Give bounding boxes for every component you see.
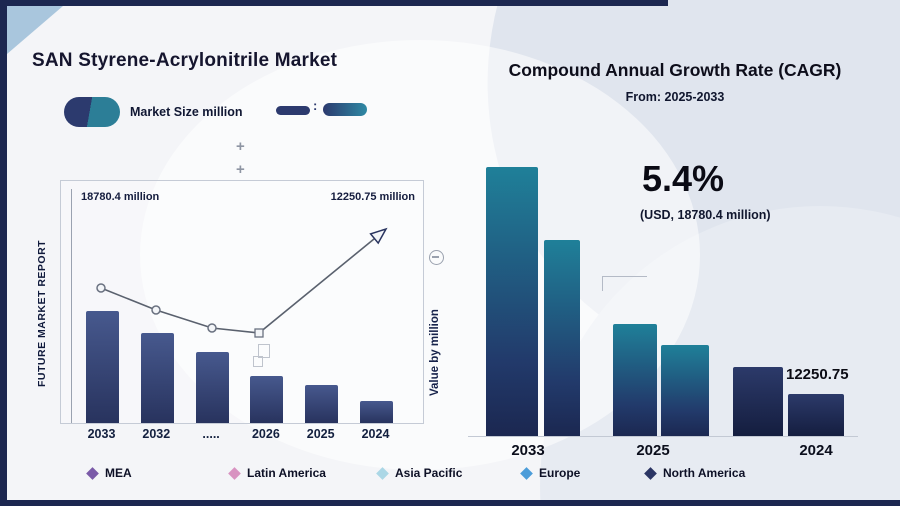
legend-item: MEA (86, 466, 132, 480)
frame-border-top (0, 0, 668, 6)
teal-pill-icon (323, 103, 367, 116)
frame-border-left (0, 0, 7, 506)
cagr-bar (733, 367, 783, 437)
circle-minus-icon (429, 250, 444, 265)
pill-separator: : (313, 98, 318, 113)
cagr-detail: (USD, 18780.4 million) (640, 208, 771, 222)
square-icon (253, 356, 263, 367)
legend-diamond-icon (228, 466, 241, 480)
value-annotation-12250: 12250.75 (786, 366, 849, 383)
x-axis-label: 2032 (142, 427, 171, 441)
x-axis-label: 2033 (87, 427, 116, 441)
right-chart-xlabels: 2033 2025 2024 (468, 160, 878, 459)
x-axis-label: 2024 (361, 427, 390, 441)
plus-icon: + (236, 138, 245, 155)
market-size-bar (250, 376, 284, 423)
cagr-bar (661, 345, 709, 437)
legend-label: Europe (539, 466, 581, 480)
plus-icon: + (236, 161, 245, 178)
legend-diamond-icon (376, 466, 389, 480)
legend-label: North America (663, 466, 746, 480)
cagr-bar (613, 324, 657, 437)
cagr-title: Compound Annual Growth Rate (CAGR) (508, 60, 842, 80)
legend-label: MEA (105, 466, 132, 480)
x-axis-label: 2024 (799, 442, 833, 459)
corner-triangle-decoration (7, 6, 63, 54)
bracket-decoration (602, 276, 647, 291)
x-axis-label: 2026 (251, 427, 280, 441)
side-label-future-market-report: FUTURE MARKET REPORT (36, 239, 48, 387)
square-icon (258, 344, 270, 358)
frame-border-bottom (0, 500, 900, 506)
right-chart-bars (468, 160, 878, 437)
left-chart-xlabels: 2033 2032..... 2026 2025 2024 (60, 427, 422, 445)
cagr-chart: 12250.75 2033 2025 2024 (468, 160, 878, 459)
cagr-bar (486, 167, 538, 437)
legend-diamond-icon (520, 466, 533, 480)
legend-diamond-icon (86, 466, 99, 480)
cagr-bar (544, 240, 580, 437)
market-size-bar (195, 352, 229, 423)
value-annotation-2033: 18780.4 million (81, 191, 160, 203)
legend-item: Asia Pacific (376, 466, 463, 480)
legend-item: North America (644, 466, 746, 480)
market-size-bar (305, 385, 339, 423)
background-blob-decoration (140, 40, 700, 470)
x-axis-label: 2025 (636, 442, 670, 459)
legend-diamond-icon (644, 466, 657, 480)
legend-label: Latin America (247, 466, 326, 480)
navy-pill-icon (276, 106, 310, 115)
market-size-chart: 18780.4 million 12250.75 million (60, 180, 424, 424)
region-legend: MEA Latin America Asia Pacific Europe North … (0, 466, 900, 486)
legend-label: Asia Pacific (395, 466, 463, 480)
page-title: SAN Styrene-Acrylonitrile Market (32, 50, 338, 71)
cagr-bar (788, 394, 844, 437)
legend-item: Latin America (228, 466, 326, 480)
legend-item: Europe (520, 466, 581, 480)
cagr-value: 5.4% (642, 158, 725, 199)
x-axis-label: 2025 (306, 427, 335, 441)
market-size-bar (86, 311, 119, 423)
cagr-subtitle: From: 2025-2033 (625, 90, 725, 104)
market-size-bar (140, 333, 174, 423)
market-size-legend-label: Market Size million (130, 105, 243, 119)
value-axis-label: Value by million (429, 309, 441, 397)
x-axis-label: 2033 (511, 442, 545, 459)
trend-arrow-line (96, 227, 388, 338)
market-size-bar (360, 401, 393, 423)
market-size-pill-icon (64, 97, 120, 127)
value-annotation-2024: 12250.75 million (330, 191, 415, 203)
left-chart-bars (61, 181, 423, 423)
x-axis-label: ..... (202, 427, 220, 441)
